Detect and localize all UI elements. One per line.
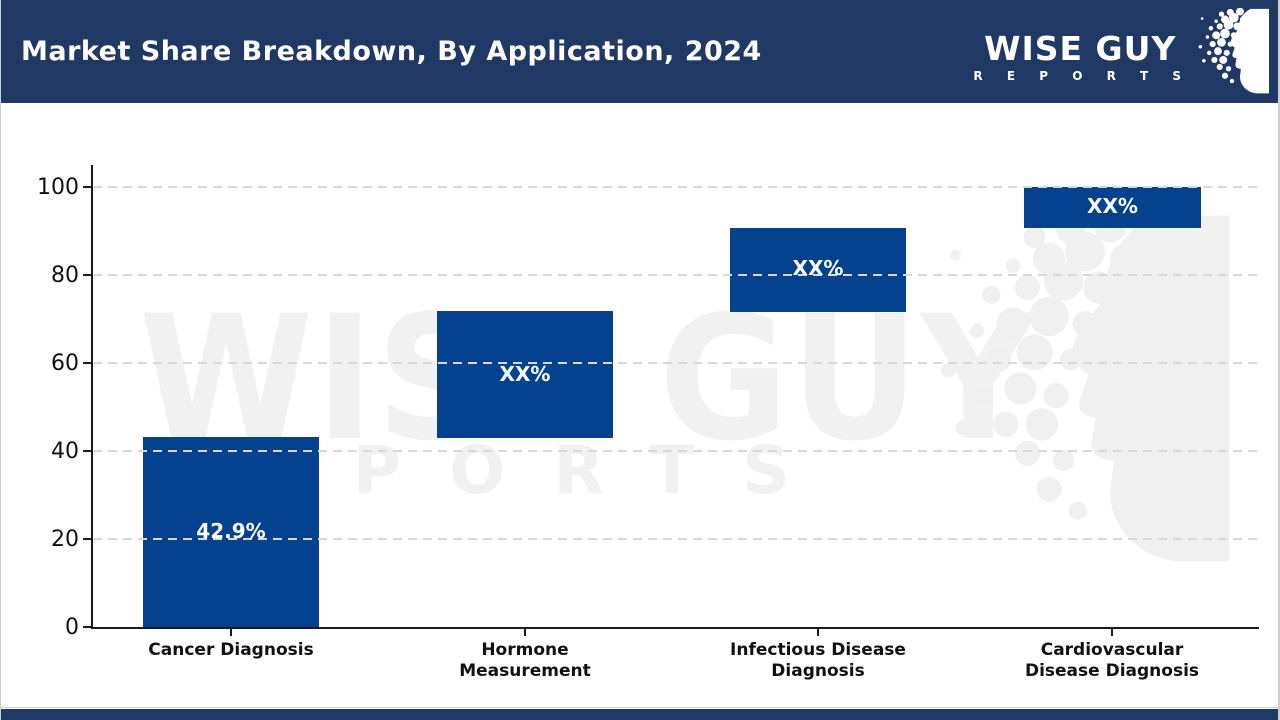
y-tick [83, 362, 92, 364]
x-axis-spine [91, 627, 1259, 629]
y-tick [83, 538, 92, 540]
bar-value-label: XX% [792, 256, 844, 280]
watermark-face-icon [869, 212, 1229, 572]
footer-divider [1, 707, 1278, 708]
x-tick [230, 629, 232, 636]
bar-infectious-disease-diagnosis [730, 228, 906, 312]
chart-title: Market Share Breakdown, By Application, … [21, 36, 762, 67]
gridline-60 [93, 362, 1259, 364]
bar-value-label: XX% [1087, 194, 1138, 218]
gridline-80 [93, 274, 1259, 276]
gridline-100 [93, 186, 1259, 188]
y-tick-label: 80 [51, 263, 79, 288]
footer-banner [1, 709, 1278, 720]
x-tick [524, 629, 526, 636]
bar-value-label: 42.9% [196, 519, 266, 543]
y-tick [83, 274, 92, 276]
y-tick-label: 100 [37, 175, 79, 200]
y-axis-spine [91, 165, 93, 629]
bar-value-label: XX% [499, 362, 551, 386]
header-banner: Market Share Breakdown, By Application, … [1, 0, 1278, 103]
bar-cancer-diagnosis [143, 437, 319, 627]
x-tick [1111, 629, 1113, 636]
logo-face-icon [1181, 8, 1269, 96]
y-tick-label: 60 [51, 351, 79, 376]
gridline-20 [93, 538, 1259, 540]
y-tick [83, 186, 92, 188]
y-tick [83, 450, 92, 452]
logo-subtitle: R E P O R T S [973, 68, 1191, 83]
y-tick-label: 0 [65, 615, 79, 640]
x-tick [817, 629, 819, 636]
x-category-label: Cardiovascular Disease Diagnosis [1024, 640, 1200, 682]
x-category-label: Infectious Disease Diagnosis [730, 640, 906, 682]
logo-text: WISE GUY R E P O R T S [969, 32, 1191, 83]
y-tick [83, 626, 92, 628]
bar-hormone-measurement [437, 311, 613, 438]
gridline-40 [93, 450, 1259, 452]
x-category-label: Cancer Diagnosis [148, 640, 314, 660]
y-tick-label: 20 [51, 527, 79, 552]
x-category-label: Hormone Measurement [459, 640, 591, 682]
logo-wordmark: WISE GUY [984, 28, 1177, 68]
wise-guy-reports-logo: WISE GUY R E P O R T S [969, 8, 1269, 96]
y-tick-label: 40 [51, 439, 79, 464]
